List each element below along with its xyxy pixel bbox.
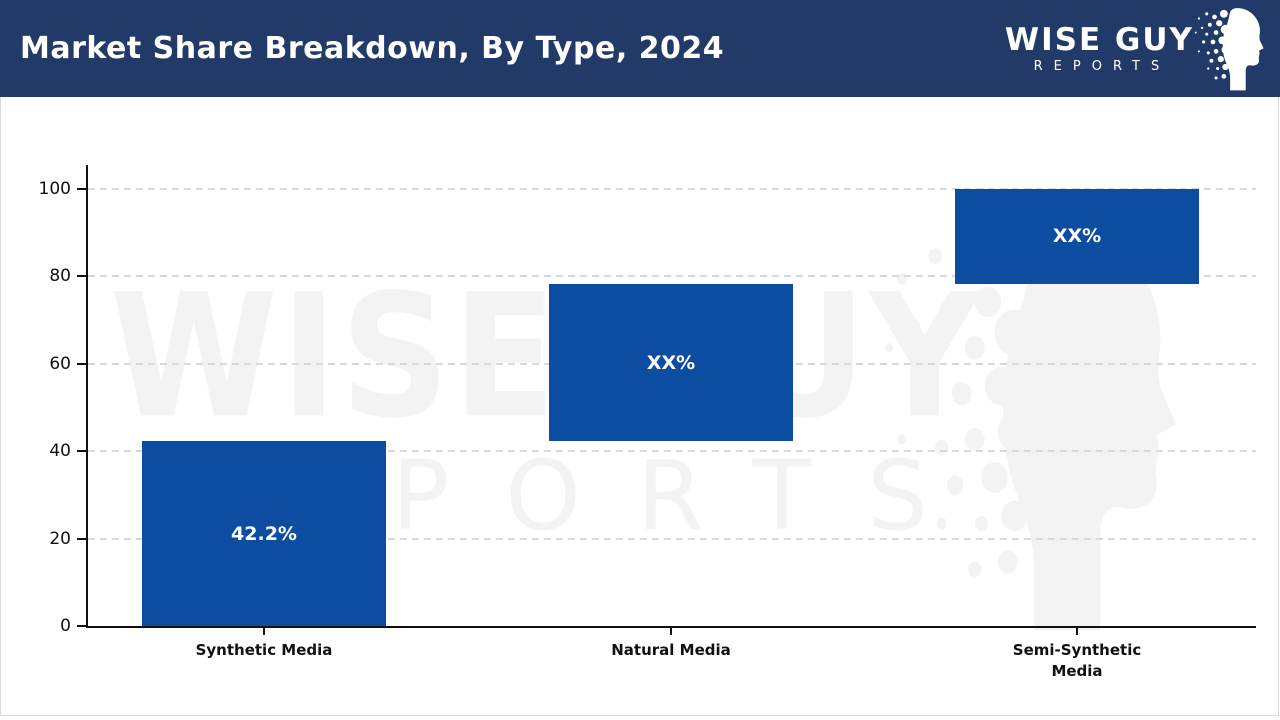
y-axis-tick-label: 60 [49, 353, 71, 374]
x-axis-tick [263, 628, 265, 635]
x-category-label: Natural Media [611, 641, 731, 659]
bar-segment: XX% [955, 188, 1199, 284]
y-gridline [88, 187, 1256, 190]
y-axis-tick [77, 362, 86, 365]
header-banner: Market Share Breakdown, By Type, 2024 WI… [0, 0, 1280, 97]
logo-text: WISE GUY REPORTS [1004, 21, 1194, 74]
y-axis-tick-label: 20 [49, 528, 71, 549]
y-axis-tick [77, 187, 86, 190]
x-axis-tick [1076, 628, 1078, 635]
wise-guy-reports-logo: WISE GUY REPORTS [1005, 4, 1266, 94]
logo-reports-text: REPORTS [1033, 58, 1171, 74]
y-axis-tick-label: 40 [49, 441, 71, 461]
x-axis-spine [86, 626, 1256, 628]
y-gridline [88, 275, 1256, 277]
logo-wordmark: WISE GUY [1004, 21, 1194, 58]
bar-segment: XX% [549, 283, 793, 442]
bar-value-label: XX% [1052, 225, 1102, 248]
x-category-label: Semi-Synthetic Media [1012, 641, 1142, 680]
x-axis-tick [670, 628, 672, 635]
x-category-label: Synthetic Media [195, 641, 333, 659]
chart-title: Market Share Breakdown, By Type, 2024 [20, 31, 725, 66]
y-axis-tick-label: 100 [38, 178, 71, 199]
y-gridline [88, 450, 1256, 452]
dotted-head-icon [1194, 8, 1264, 91]
y-axis-tick [77, 275, 86, 277]
y-axis-tick-label: 80 [49, 266, 71, 286]
y-axis-spine [86, 165, 88, 628]
y-axis-tick-label: 0 [60, 616, 71, 636]
bar-value-label: 42.2% [231, 522, 297, 545]
bar-value-label: XX% [646, 351, 696, 374]
y-axis-tick [77, 450, 86, 452]
y-axis-tick [77, 537, 86, 540]
bar-segment: 42.2% [142, 441, 386, 626]
y-axis-tick [77, 625, 86, 627]
y-gridline [88, 537, 1256, 540]
